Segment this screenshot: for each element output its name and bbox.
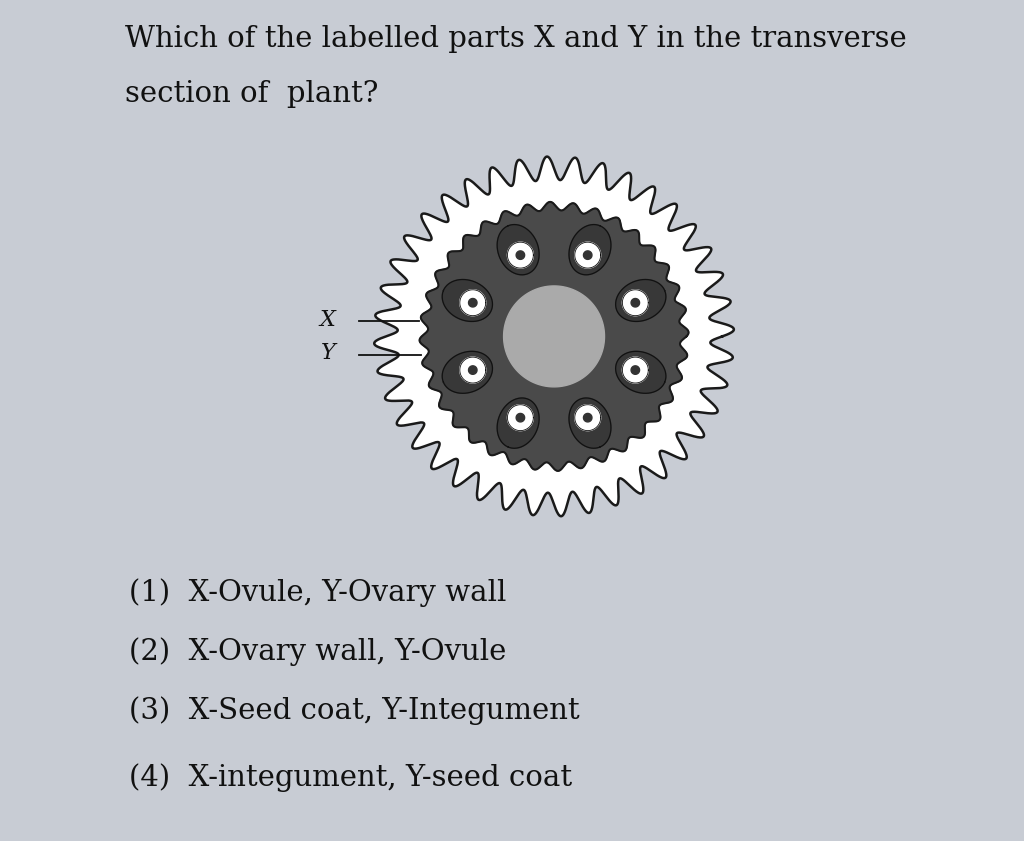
- Text: (3)  X-Seed coat, Y-Integument: (3) X-Seed coat, Y-Integument: [129, 696, 580, 725]
- Polygon shape: [631, 299, 640, 307]
- Polygon shape: [442, 352, 493, 394]
- Text: Which of the labelled parts X and Y in the transverse: Which of the labelled parts X and Y in t…: [125, 25, 907, 53]
- Polygon shape: [504, 286, 604, 387]
- Polygon shape: [469, 299, 477, 307]
- Polygon shape: [498, 225, 539, 275]
- Polygon shape: [584, 414, 592, 422]
- Polygon shape: [516, 251, 524, 259]
- Polygon shape: [420, 202, 688, 471]
- Polygon shape: [516, 414, 524, 422]
- Polygon shape: [442, 279, 493, 321]
- Polygon shape: [615, 352, 666, 394]
- Polygon shape: [631, 366, 640, 374]
- Text: (4)  X-integument, Y-seed coat: (4) X-integument, Y-seed coat: [129, 764, 572, 792]
- Text: X: X: [319, 309, 336, 331]
- Polygon shape: [469, 366, 477, 374]
- Polygon shape: [584, 251, 592, 259]
- Polygon shape: [460, 357, 485, 383]
- Polygon shape: [623, 357, 648, 383]
- Polygon shape: [508, 405, 534, 431]
- Text: (2)  X-Ovary wall, Y-Ovule: (2) X-Ovary wall, Y-Ovule: [129, 637, 507, 666]
- Polygon shape: [569, 398, 611, 448]
- Polygon shape: [374, 156, 734, 516]
- Polygon shape: [574, 405, 601, 431]
- Polygon shape: [508, 242, 534, 268]
- Polygon shape: [460, 290, 485, 315]
- Polygon shape: [574, 242, 601, 268]
- Polygon shape: [498, 398, 539, 448]
- Text: (1)  X-Ovule, Y-Ovary wall: (1) X-Ovule, Y-Ovary wall: [129, 579, 507, 607]
- Text: Y: Y: [321, 342, 336, 364]
- Polygon shape: [615, 279, 666, 321]
- Polygon shape: [623, 290, 648, 315]
- Text: section of  plant?: section of plant?: [125, 80, 379, 108]
- Polygon shape: [569, 225, 611, 275]
